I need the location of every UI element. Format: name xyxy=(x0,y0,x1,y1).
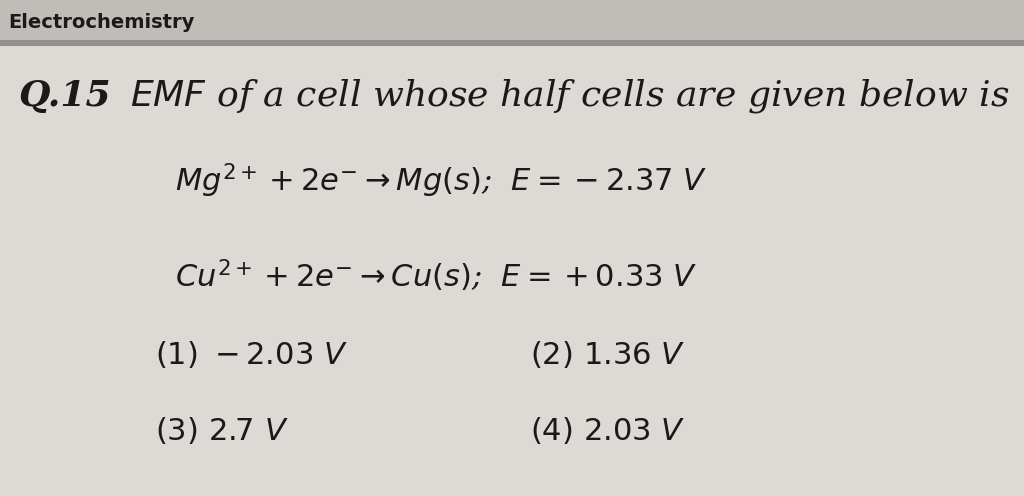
Text: Q.15: Q.15 xyxy=(18,79,111,113)
FancyBboxPatch shape xyxy=(0,40,1024,496)
Text: $(4)\ 2.03\ V$: $(4)\ 2.03\ V$ xyxy=(530,416,685,446)
FancyBboxPatch shape xyxy=(0,40,1024,46)
Text: $Mg^{2+} + 2e^{-} \rightarrow Mg(s)$;  $E = -2.37\ V$: $Mg^{2+} + 2e^{-} \rightarrow Mg(s)$; $E… xyxy=(175,162,708,200)
Text: Electrochemistry: Electrochemistry xyxy=(8,12,195,32)
Text: $Cu^{2+} + 2e^{-} \rightarrow Cu(s)$;  $E = +0.33\ V$: $Cu^{2+} + 2e^{-} \rightarrow Cu(s)$; $E… xyxy=(175,258,697,294)
Text: $\mathit{EMF}$ of a cell whose half cells are given below is: $\mathit{EMF}$ of a cell whose half cell… xyxy=(130,77,1010,115)
Text: $(2)\ 1.36\ V$: $(2)\ 1.36\ V$ xyxy=(530,340,685,372)
Text: $(3)\ 2.7\ V$: $(3)\ 2.7\ V$ xyxy=(155,416,289,446)
Text: $(1)\ -2.03\ V$: $(1)\ -2.03\ V$ xyxy=(155,340,348,372)
FancyBboxPatch shape xyxy=(0,0,1024,40)
